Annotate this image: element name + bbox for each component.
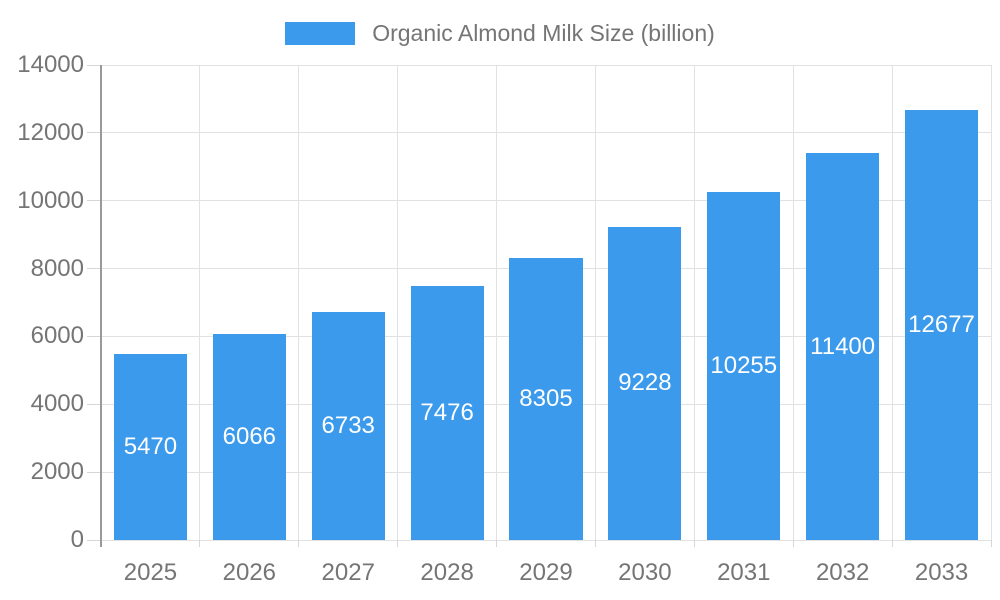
y-axis-tick [87,200,101,202]
bar-value-label: 9228 [618,369,672,397]
y-gridline [101,64,991,66]
y-axis-label: 0 [70,526,84,553]
y-axis-label: 4000 [30,390,84,418]
bar-2026: 6066 [212,334,286,540]
x-gridline [298,65,300,540]
x-axis-label: 2032 [815,559,870,586]
x-axis-label: 2025 [123,559,178,586]
x-gridline [397,65,399,540]
bar-value-label: 6066 [222,423,277,451]
bar-2033: 12677 [904,109,979,540]
y-gridline [101,132,991,134]
x-gridline [891,65,893,540]
bar-value-label: 7476 [420,399,474,427]
x-axis-label: 2030 [618,559,672,586]
x-gridline [990,65,992,540]
bar-value-label: 11400 [810,332,876,360]
x-gridline [792,65,794,540]
bar-2031: 10255 [707,192,781,540]
y-axis-tick [87,268,101,270]
x-axis-tick [298,540,300,547]
bar-2028: 7476 [410,286,484,540]
y-gridline [101,539,991,541]
y-axis-tick [87,132,101,134]
x-gridline [199,65,201,540]
x-axis-label: 2026 [222,559,277,586]
chart-legend: Organic Almond Milk Size (billion) [0,20,1000,46]
y-axis-label: 6000 [30,322,84,350]
y-axis-label: 14000 [17,51,84,78]
x-axis-label: 2028 [420,559,474,586]
y-axis-tick [87,471,101,473]
y-axis-label: 2000 [30,458,84,486]
bar-2029: 8305 [509,258,583,540]
plot-area: 0 2000 4000 6000 8000 10000 12000 14000 5470 2025… [17,53,992,585]
x-axis-tick [891,540,893,547]
x-axis-tick [199,540,201,547]
x-gridline [693,65,695,540]
x-axis-tick [496,540,498,547]
y-axis-tick [87,403,101,405]
x-axis-tick [990,540,992,547]
bar-value-label: 12677 [908,310,975,338]
x-axis-tick [397,540,399,547]
bar-2027: 6733 [311,311,385,540]
bar-2025: 5470 [113,354,188,540]
x-axis-tick [792,540,794,547]
x-gridline [496,65,498,540]
bar-2032: 11400 [806,153,880,540]
y-axis-tick [87,539,101,541]
bar-value-label: 8305 [519,385,573,413]
bar-value-label: 10255 [710,352,778,380]
y-axis-label: 8000 [30,254,84,282]
y-axis-label: 12000 [17,118,84,146]
x-axis-label: 2033 [914,559,969,586]
legend-swatch [285,22,356,45]
bar-2030: 9228 [608,226,682,540]
y-gridline [101,200,991,202]
x-axis-tick [693,540,695,547]
bar-value-label: 5470 [123,433,178,461]
y-axis-tick [87,64,101,66]
legend-label: Organic Almond Milk Size (billion) [372,20,715,46]
bar-value-label: 6733 [321,411,375,439]
x-axis-tick [594,540,596,547]
x-axis-label: 2029 [519,559,573,586]
x-gridline [594,65,596,540]
y-axis-line [100,65,102,547]
y-axis-label: 10000 [17,186,84,214]
y-axis-tick [87,335,101,337]
x-axis-label: 2027 [321,559,375,586]
x-axis-label: 2031 [717,559,771,586]
